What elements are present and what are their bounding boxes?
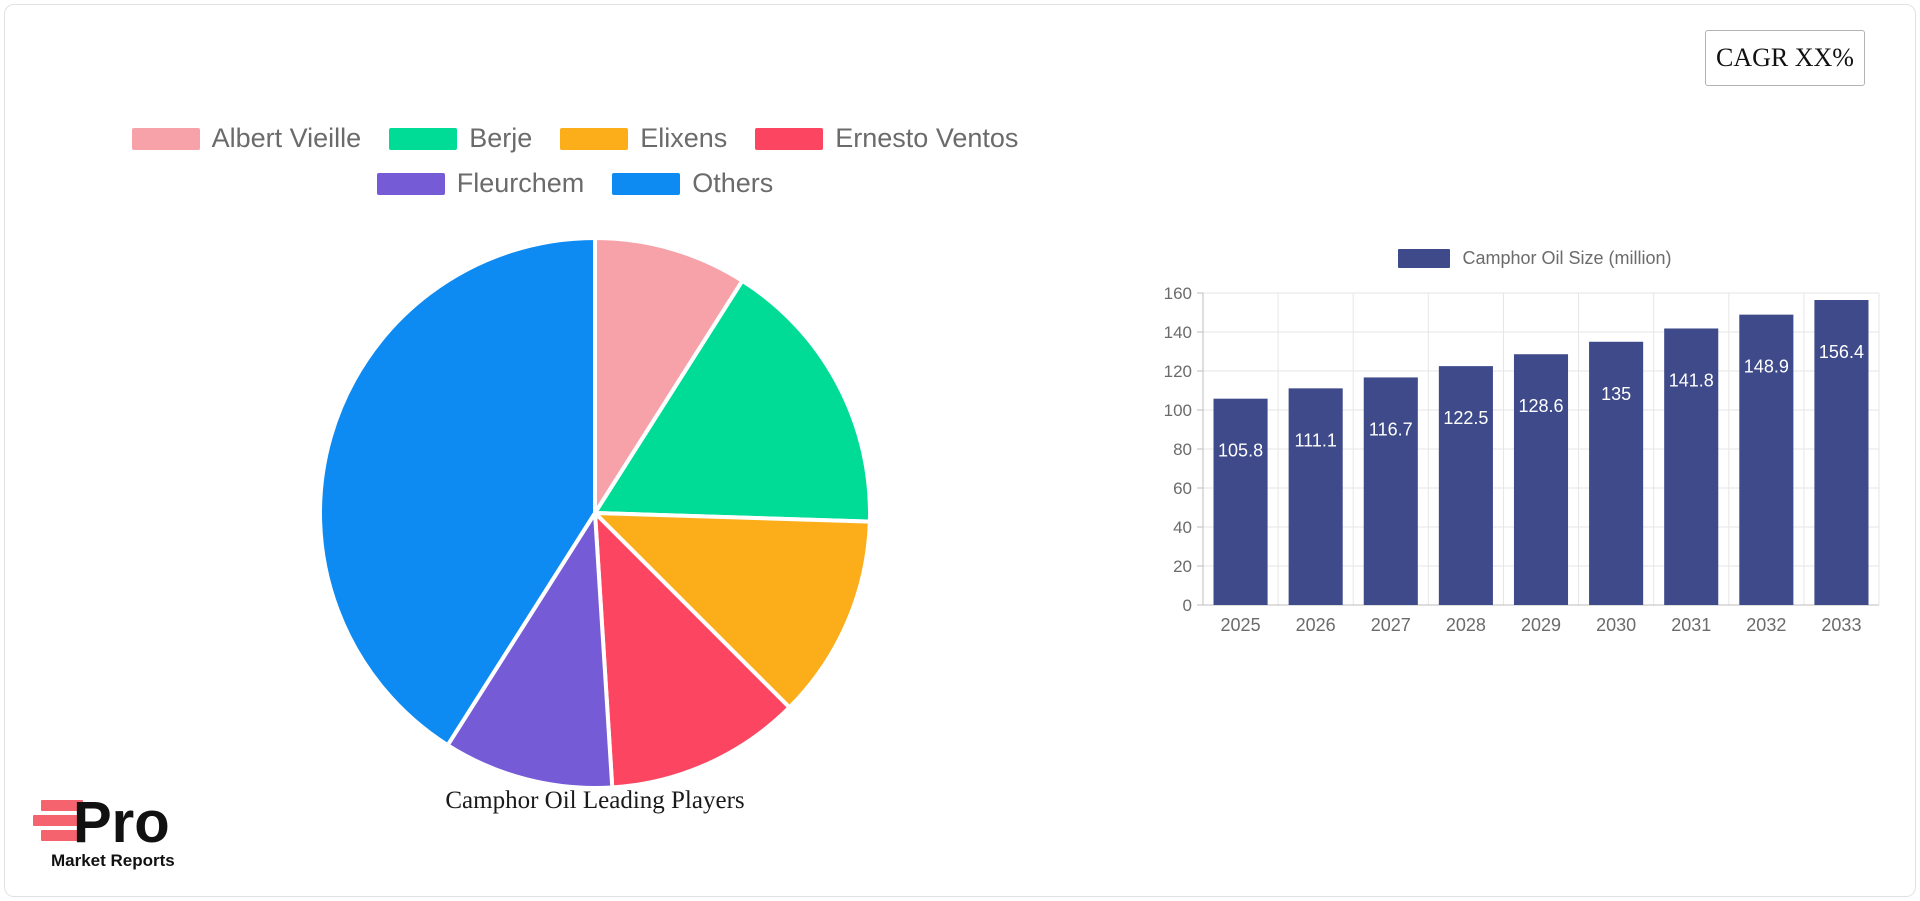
- pie-slice[interactable]: [593, 278, 872, 524]
- legend-swatch-icon: [131, 127, 200, 150]
- bar-item[interactable]: [1363, 377, 1418, 605]
- bar-value-label: 156.4: [1819, 342, 1864, 362]
- logo-speed-bars-icon: [33, 800, 83, 841]
- x-axis-tick-label: 2028: [1446, 615, 1486, 635]
- x-axis-tick-label: 2032: [1746, 615, 1786, 635]
- pie-chart-svg: [318, 236, 872, 790]
- bar-item[interactable]: [1739, 314, 1794, 605]
- y-axis-tick-label: 120: [1164, 362, 1192, 381]
- legend-item-fleurchem[interactable]: Fleurchem: [376, 168, 585, 199]
- bar-y-axis-ticks: 0 20 40 60 80 100 120 140 160: [1164, 285, 1192, 615]
- legend-swatch-icon: [612, 172, 681, 195]
- pie-slice[interactable]: [593, 511, 792, 790]
- legend-swatch-icon: [1398, 248, 1451, 268]
- bar-chart-svg: 0 20 40 60 80 100 120 140 160 105.8 111.1 116.7 122…: [1164, 285, 1880, 635]
- bar-x-axis-ticks: 2025 2026 2027 2028 2029 2030 2031 2032 2033: [1221, 615, 1862, 635]
- legend-label: Fleurchem: [456, 168, 585, 198]
- pie-slice-group: [318, 236, 872, 790]
- legend-item-ernesto-ventos[interactable]: Ernesto Ventos: [755, 123, 1018, 154]
- x-axis-tick-label: 2027: [1371, 615, 1411, 635]
- legend-item-elixens[interactable]: Elixens: [560, 123, 727, 154]
- pie-legend-row: Fleurchem Others: [35, 168, 1115, 199]
- cagr-badge: CAGR XX%: [1705, 30, 1865, 86]
- legend-label: Albert Vieille: [211, 123, 362, 153]
- legend-label: Others: [692, 168, 774, 198]
- logo-tagline: Market Reports: [51, 851, 175, 870]
- bar-item[interactable]: [1213, 398, 1268, 605]
- y-axis-tick-label: 40: [1173, 518, 1192, 537]
- pie-legend: Albert Vieille Berje Elixens Ernesto Ven…: [35, 123, 1115, 213]
- legend-label: Ernesto Ventos: [835, 123, 1019, 153]
- pro-market-reports-logo: Pro Market Reports: [27, 786, 187, 870]
- x-axis-tick-label: 2031: [1671, 615, 1711, 635]
- bar-value-label: 122.5: [1443, 408, 1488, 428]
- cagr-label: CAGR XX%: [1716, 43, 1854, 72]
- bar-item[interactable]: [1438, 366, 1493, 605]
- y-axis-tick-label: 60: [1173, 479, 1192, 498]
- legend-label: Elixens: [640, 123, 728, 153]
- y-axis-tick-label: 80: [1173, 440, 1192, 459]
- pie-slice[interactable]: [318, 236, 597, 748]
- x-axis-tick-label: 2030: [1596, 615, 1636, 635]
- bar-value-label: 148.9: [1744, 357, 1789, 377]
- report-card: CAGR XX% Albert Vieille Berje Elixens Er…: [4, 4, 1916, 897]
- legend-label: Camphor Oil Size (million): [1462, 247, 1672, 268]
- pie-chart: [315, 233, 875, 793]
- legend-swatch-icon: [560, 127, 629, 150]
- legend-swatch-icon: [376, 172, 445, 195]
- bar-item[interactable]: [1589, 341, 1644, 605]
- legend-item-albert-vieille[interactable]: Albert Vieille: [131, 123, 362, 154]
- pie-legend-row: Albert Vieille Berje Elixens Ernesto Ven…: [35, 123, 1115, 154]
- bar-item[interactable]: [1664, 328, 1719, 605]
- x-axis-tick-label: 2029: [1521, 615, 1561, 635]
- y-axis-tick-label: 0: [1183, 596, 1192, 615]
- bar-chart: Camphor Oil Size (million) 0 20 40 60 80 100 1…: [1145, 243, 1885, 673]
- pie-slice[interactable]: [593, 511, 872, 710]
- bar-item[interactable]: [1814, 300, 1869, 605]
- bar-value-label: 116.7: [1369, 419, 1413, 439]
- legend-item-berje[interactable]: Berje: [389, 123, 532, 154]
- bar-chart-legend: Camphor Oil Size (million): [1185, 243, 1885, 273]
- legend-swatch-icon: [755, 127, 824, 150]
- x-axis-tick-label: 2026: [1296, 615, 1336, 635]
- pie-slice[interactable]: [593, 236, 745, 515]
- logo-wordmark: Pro: [73, 790, 170, 855]
- x-axis-tick-label: 2025: [1221, 615, 1261, 635]
- bar-series-group: 105.8 111.1 116.7 122.5 128.6 135 141.8 148.9 15…: [1213, 300, 1869, 605]
- x-axis-tick-label: 2033: [1821, 615, 1861, 635]
- y-axis-tick-label: 100: [1164, 401, 1192, 420]
- pie-slice[interactable]: [445, 511, 615, 790]
- bar-value-label: 141.8: [1669, 370, 1714, 390]
- y-axis-tick-label: 20: [1173, 557, 1192, 576]
- y-axis-tick-label: 140: [1164, 323, 1192, 342]
- bar-value-label: 128.6: [1518, 396, 1563, 416]
- bar-value-label: 135: [1601, 384, 1631, 404]
- bar-item[interactable]: [1513, 354, 1569, 605]
- legend-item-others[interactable]: Others: [612, 168, 773, 199]
- bar-chart-plot: 0 20 40 60 80 100 120 140 160 105.8 111.1 116.7 122…: [1145, 285, 1885, 645]
- logo-svg: Pro Market Reports: [33, 790, 175, 870]
- pie-chart-title: Camphor Oil Leading Players: [445, 787, 745, 814]
- y-axis-tick-label: 160: [1164, 285, 1192, 303]
- legend-swatch-icon: [389, 127, 458, 150]
- bar-value-label: 111.1: [1294, 430, 1336, 450]
- bar-value-label: 105.8: [1218, 441, 1263, 461]
- legend-label: Berje: [469, 123, 533, 153]
- bar-item[interactable]: [1288, 388, 1343, 605]
